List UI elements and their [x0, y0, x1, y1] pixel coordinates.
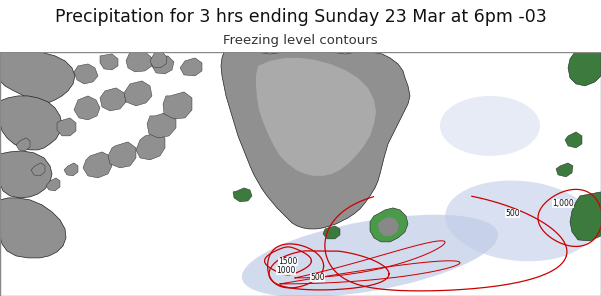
Polygon shape: [147, 112, 176, 138]
Polygon shape: [124, 81, 152, 106]
Text: Precipitation for 3 hrs ending Sunday 23 Mar at 6pm -03: Precipitation for 3 hrs ending Sunday 23…: [55, 8, 546, 25]
Polygon shape: [378, 217, 399, 236]
Polygon shape: [152, 56, 174, 74]
Ellipse shape: [445, 181, 595, 261]
Polygon shape: [64, 163, 78, 176]
Polygon shape: [370, 208, 408, 242]
Polygon shape: [221, 52, 410, 229]
Text: 1000: 1000: [276, 266, 295, 275]
Polygon shape: [565, 132, 582, 148]
Polygon shape: [31, 163, 45, 176]
Polygon shape: [233, 188, 252, 202]
Ellipse shape: [440, 96, 540, 156]
Polygon shape: [570, 192, 601, 241]
Polygon shape: [74, 96, 100, 120]
Polygon shape: [0, 96, 62, 150]
Text: 1,000: 1,000: [552, 199, 574, 208]
Polygon shape: [323, 226, 340, 239]
Polygon shape: [100, 54, 118, 70]
Polygon shape: [0, 151, 52, 198]
Text: Freezing level contours: Freezing level contours: [223, 34, 378, 47]
Polygon shape: [0, 52, 75, 104]
Polygon shape: [256, 58, 376, 176]
Text: 500: 500: [310, 273, 325, 282]
Polygon shape: [163, 92, 192, 119]
Polygon shape: [126, 52, 152, 72]
Polygon shape: [57, 118, 76, 136]
Polygon shape: [108, 142, 136, 168]
Polygon shape: [180, 58, 202, 76]
Polygon shape: [16, 138, 30, 151]
Text: 500: 500: [505, 209, 520, 218]
Polygon shape: [150, 52, 167, 68]
Polygon shape: [568, 52, 601, 86]
Polygon shape: [83, 152, 112, 178]
Polygon shape: [0, 198, 66, 258]
Text: 1500: 1500: [278, 257, 297, 266]
Polygon shape: [46, 178, 60, 191]
Polygon shape: [136, 133, 165, 160]
Ellipse shape: [242, 215, 498, 296]
Polygon shape: [74, 64, 98, 84]
Polygon shape: [556, 163, 573, 177]
Polygon shape: [100, 88, 126, 111]
